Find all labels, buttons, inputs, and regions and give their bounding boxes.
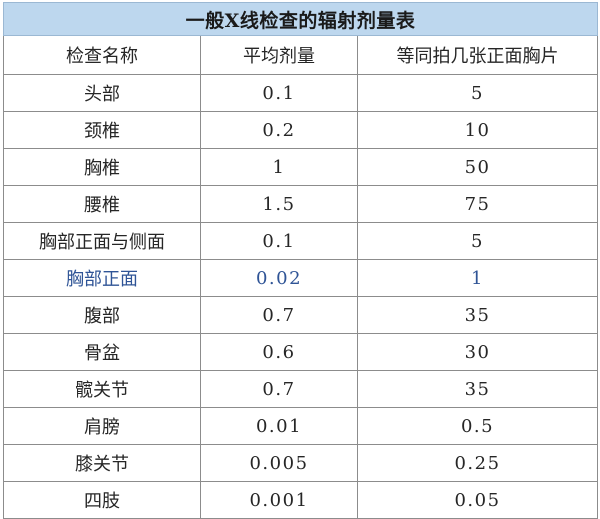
cell-exam-name: 胸部正面与侧面 [3, 222, 201, 260]
table-row: 膝关节 0.005 0.25 [3, 444, 599, 482]
cell-average-dose: 0.001 [200, 481, 358, 519]
cell-equivalent-chest-xrays: 35 [356, 296, 599, 334]
cell-exam-name: 四肢 [3, 481, 201, 519]
table-title: 一般X线检查的辐射剂量表 [2, 2, 599, 36]
cell-average-dose: 0.2 [200, 111, 358, 149]
table-header-row: 检查名称 平均剂量 等同拍几张正面胸片 [3, 35, 599, 75]
cell-equivalent-chest-xrays: 30 [356, 333, 599, 371]
cell-exam-name: 髋关节 [3, 370, 201, 408]
cell-exam-name: 膝关节 [3, 444, 201, 482]
table-row: 腹部 0.7 35 [3, 296, 599, 334]
cell-average-dose: 0.7 [200, 370, 358, 408]
column-header-equiv: 等同拍几张正面胸片 [356, 35, 599, 75]
cell-average-dose: 0.7 [200, 296, 358, 334]
cell-equivalent-chest-xrays: 0.05 [356, 481, 599, 519]
cell-equivalent-chest-xrays: 35 [356, 370, 599, 408]
table-row: 腰椎 1.5 75 [3, 185, 599, 223]
cell-average-dose: 1 [200, 148, 358, 186]
cell-average-dose: 0.005 [200, 444, 358, 482]
cell-equivalent-chest-xrays: 0.25 [356, 444, 599, 482]
cell-exam-name: 颈椎 [3, 111, 201, 149]
cell-exam-name: 骨盆 [3, 333, 201, 371]
table-row: 颈椎 0.2 10 [3, 111, 599, 149]
table-row: 髋关节 0.7 35 [3, 370, 599, 408]
cell-equivalent-chest-xrays: 1 [356, 259, 599, 297]
table-row: 胸部正面 0.02 1 [3, 259, 599, 297]
table-row: 胸部正面与侧面 0.1 5 [3, 222, 599, 260]
table-title-row: 一般X线检查的辐射剂量表 [2, 2, 599, 36]
cell-equivalent-chest-xrays: 75 [356, 185, 599, 223]
cell-exam-name: 头部 [3, 74, 201, 112]
column-header-dose: 平均剂量 [200, 35, 358, 75]
cell-exam-name: 肩膀 [3, 407, 201, 445]
cell-exam-name: 腰椎 [3, 185, 201, 223]
table-row: 四肢 0.001 0.05 [3, 481, 599, 519]
cell-exam-name: 胸部正面 [3, 259, 201, 297]
cell-exam-name: 腹部 [3, 296, 201, 334]
cell-average-dose: 0.6 [200, 333, 358, 371]
cell-equivalent-chest-xrays: 5 [356, 74, 599, 112]
table-row: 头部 0.1 5 [3, 74, 599, 112]
cell-average-dose: 0.01 [200, 407, 358, 445]
cell-equivalent-chest-xrays: 50 [356, 148, 599, 186]
column-header-name: 检查名称 [3, 35, 201, 75]
cell-exam-name: 胸椎 [3, 148, 201, 186]
cell-average-dose: 0.1 [200, 74, 358, 112]
cell-equivalent-chest-xrays: 0.5 [356, 407, 599, 445]
cell-equivalent-chest-xrays: 10 [356, 111, 599, 149]
table-row: 骨盆 0.6 30 [3, 333, 599, 371]
cell-average-dose: 1.5 [200, 185, 358, 223]
table-row: 胸椎 1 50 [3, 148, 599, 186]
cell-average-dose: 0.02 [200, 259, 358, 297]
cell-average-dose: 0.1 [200, 222, 358, 260]
table-row: 肩膀 0.01 0.5 [3, 407, 599, 445]
cell-equivalent-chest-xrays: 5 [356, 222, 599, 260]
